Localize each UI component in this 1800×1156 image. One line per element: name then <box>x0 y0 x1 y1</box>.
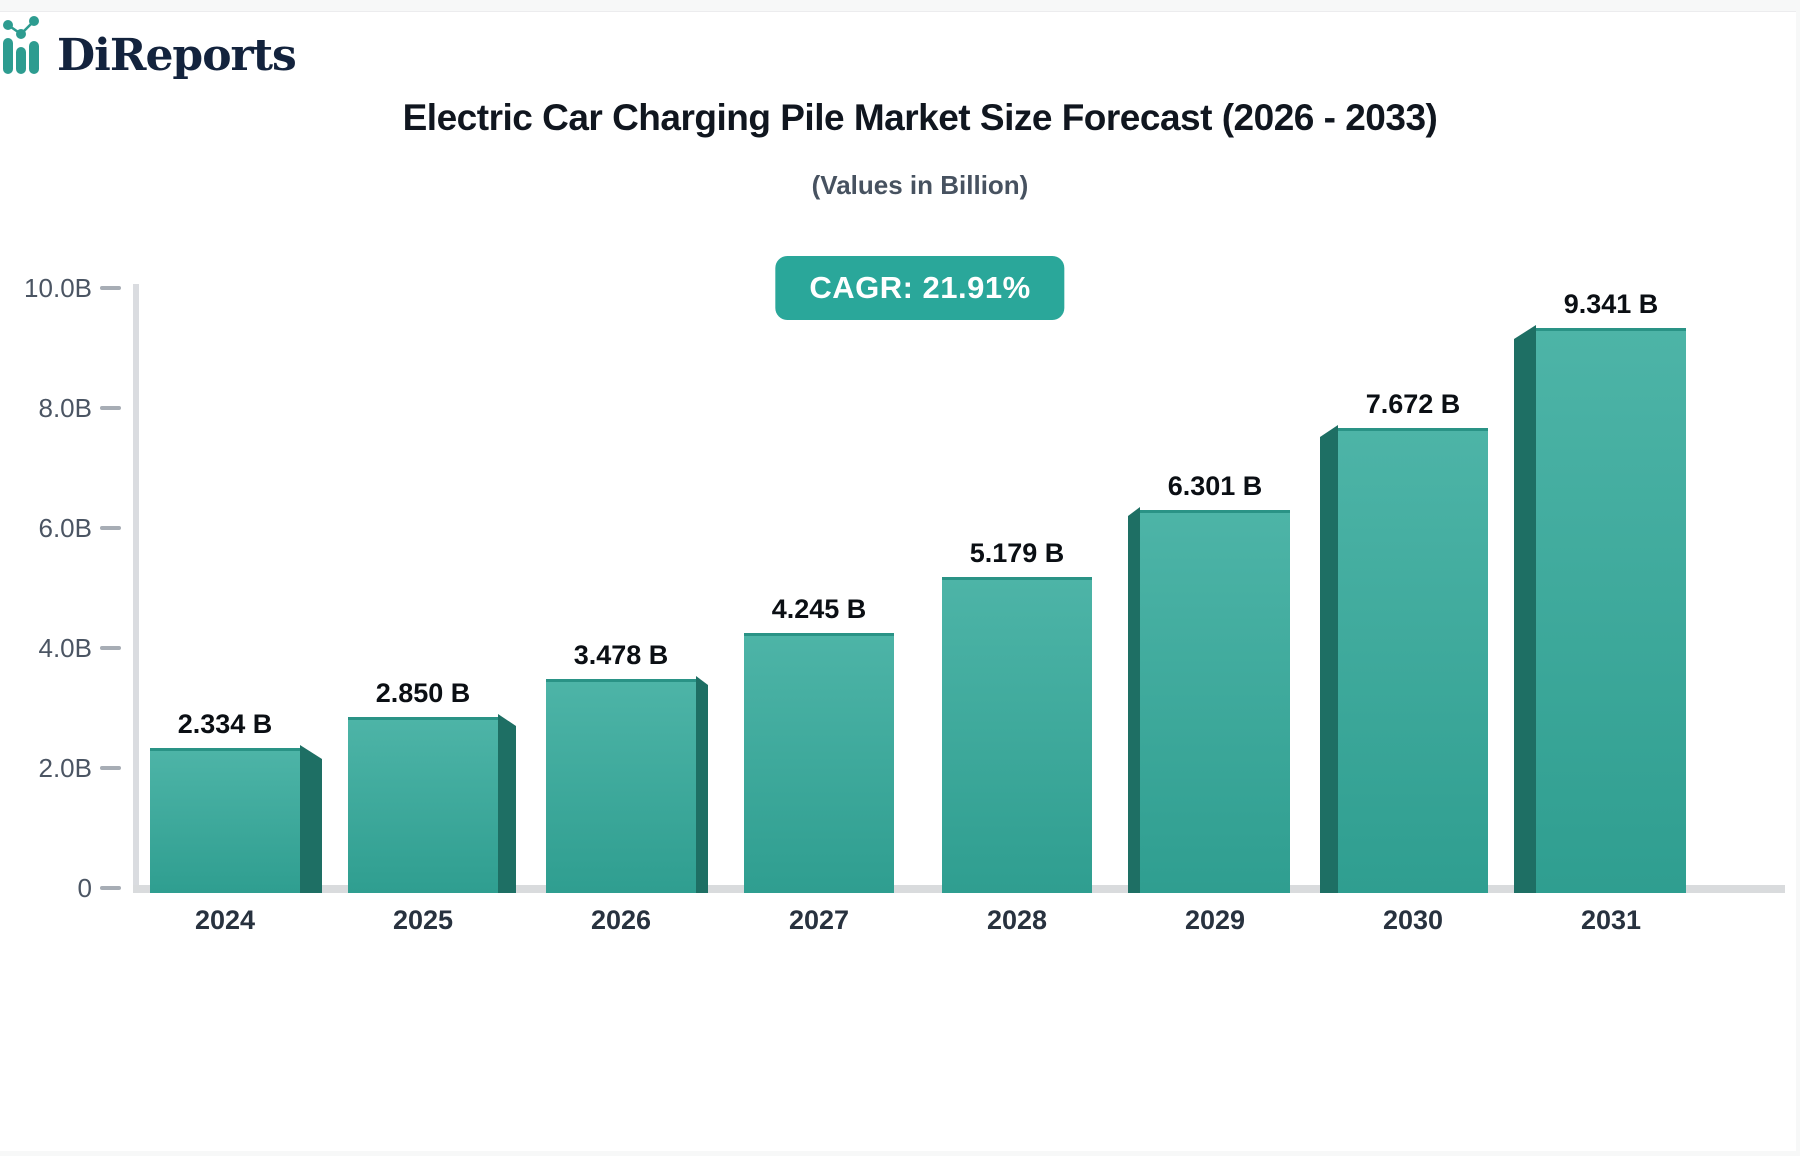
bar-side-2026 <box>696 676 708 893</box>
bar-value-label: 9.341 B <box>1563 289 1659 319</box>
cagr-badge: CAGR: 21.91% <box>775 256 1065 320</box>
bar-2029[interactable] <box>1140 510 1290 893</box>
y-tick-mark <box>100 766 121 770</box>
y-tick-mark <box>100 286 121 290</box>
y-axis-line <box>133 284 139 893</box>
bar-chart-logo-icon <box>3 16 39 74</box>
bar-2027[interactable] <box>744 633 894 893</box>
bar-value-label: 6.301 B <box>1167 471 1263 501</box>
y-tick-mark <box>100 886 121 890</box>
x-tick-label-2030: 2030 <box>1382 905 1444 935</box>
bar-value-label: 5.179 B <box>969 538 1065 568</box>
bar-2028[interactable] <box>942 577 1092 893</box>
chart-subtitle: (Values in Billion) <box>811 170 1029 200</box>
brand-logo: DiReports <box>0 12 1796 78</box>
x-tick-label-2028: 2028 <box>986 905 1048 935</box>
y-tick-label: 6.0B <box>38 513 93 543</box>
bar-side-2025 <box>498 714 516 893</box>
bar-side-2030 <box>1320 425 1338 893</box>
y-tick-mark <box>100 646 121 650</box>
bar-2030[interactable] <box>1338 428 1488 893</box>
x-tick-label-2027: 2027 <box>788 905 850 935</box>
bar-2025[interactable] <box>348 717 498 893</box>
bar-value-label: 7.672 B <box>1365 389 1461 419</box>
bar-value-label: 3.478 B <box>573 640 669 670</box>
logo-text: DiReports <box>57 30 297 81</box>
bar-value-label: 2.334 B <box>177 709 273 739</box>
bar-side-2029 <box>1128 507 1140 893</box>
y-tick-mark <box>100 526 121 530</box>
x-tick-label-2025: 2025 <box>392 905 454 935</box>
bar-value-label: 4.245 B <box>771 594 867 624</box>
x-tick-label-2029: 2029 <box>1184 905 1246 935</box>
bar-side-2031 <box>1514 325 1536 893</box>
y-tick-label: 2.0B <box>38 753 93 783</box>
y-tick-mark <box>100 406 121 410</box>
x-tick-label-2024: 2024 <box>194 905 256 935</box>
y-tick-label: 8.0B <box>38 393 93 423</box>
y-tick-label: 10.0B <box>24 273 92 303</box>
x-tick-label-2026: 2026 <box>590 905 652 935</box>
y-tick-label: 4.0B <box>38 633 93 663</box>
x-tick-label-2031: 2031 <box>1580 905 1642 935</box>
bar-2031[interactable] <box>1536 328 1686 893</box>
bar-2024[interactable] <box>150 748 300 893</box>
y-tick-label: 0 <box>77 873 92 903</box>
chart-canvas: Electric Car Charging Pile Market Size F… <box>0 11 1796 1151</box>
bar-side-2024 <box>300 745 322 893</box>
bar-2026[interactable] <box>546 679 696 893</box>
chart-title: Electric Car Charging Pile Market Size F… <box>402 97 1438 138</box>
bar-value-label: 2.850 B <box>375 678 471 708</box>
